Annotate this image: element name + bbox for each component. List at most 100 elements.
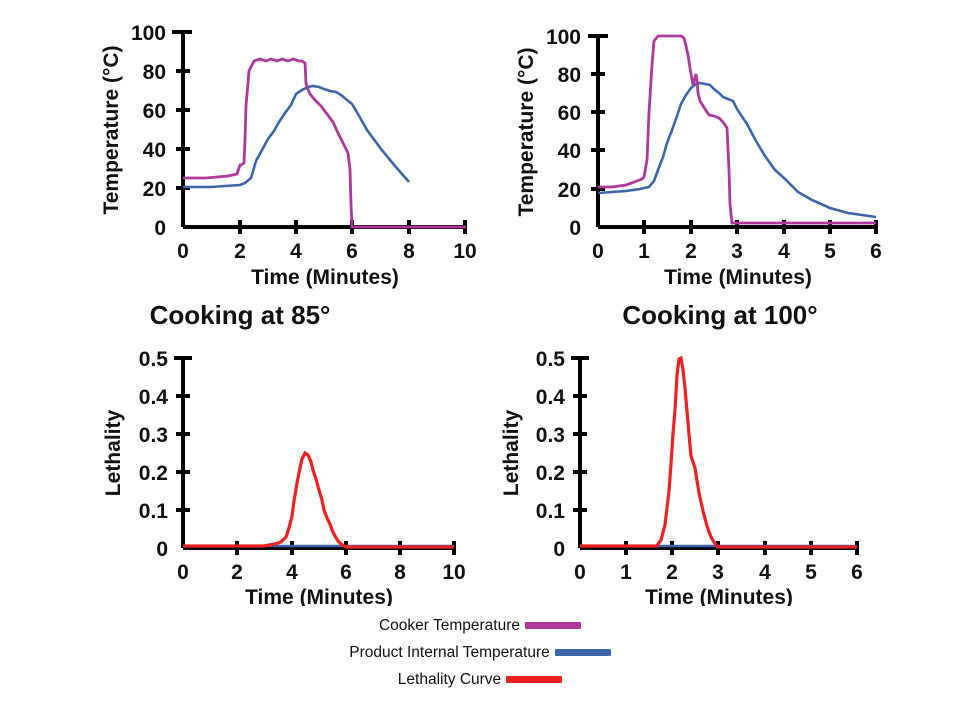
y-tick-labels: 0.5 0.4 0.3 0.2 0.1 0 — [536, 348, 566, 561]
series-lines-top-left — [183, 57, 466, 229]
svg-text:0: 0 — [177, 240, 189, 263]
series-lines-bottom-right — [580, 355, 857, 549]
svg-text:4: 4 — [778, 240, 790, 263]
x-axis-title: Time (Minutes) — [664, 266, 812, 289]
svg-text:0.5: 0.5 — [536, 348, 566, 371]
svg-text:6: 6 — [870, 240, 882, 263]
svg-text:40: 40 — [143, 139, 166, 162]
x-axis-title: Time (Minutes) — [245, 586, 393, 606]
svg-text:0.1: 0.1 — [139, 500, 169, 523]
series-lines-top-right — [597, 34, 877, 225]
panel-bottom-left-lethality: Cooking at 85° — [0, 296, 480, 606]
x-tick-labels: 0 2 4 6 8 10 — [177, 240, 477, 263]
y-ticks — [571, 356, 589, 512]
legend-item-lethality-curve: Lethality Curve — [0, 666, 960, 693]
svg-text:8: 8 — [403, 240, 415, 263]
svg-text:1: 1 — [638, 240, 650, 263]
legend-swatch-cooker-temperature — [525, 622, 581, 629]
svg-text:3: 3 — [731, 240, 743, 263]
y-ticks — [174, 356, 192, 512]
panel-top-right-temperature: 100 80 60 40 20 0 0 1 2 3 4 5 6 Time (Mi… — [480, 0, 960, 290]
svg-text:60: 60 — [558, 102, 581, 125]
svg-text:4: 4 — [290, 240, 302, 263]
svg-text:0.3: 0.3 — [139, 424, 168, 447]
legend-swatch-product-internal-temperature — [554, 649, 611, 656]
svg-text:0: 0 — [569, 217, 581, 240]
y-tick-labels: 100 80 60 40 20 0 — [546, 26, 581, 240]
svg-text:40: 40 — [558, 140, 581, 163]
svg-text:60: 60 — [143, 100, 166, 123]
x-axis-title: Time (Minutes) — [645, 586, 793, 606]
svg-text:8: 8 — [394, 561, 406, 584]
x-tick-labels: 0 1 2 3 4 5 6 — [574, 561, 863, 584]
svg-text:2: 2 — [231, 561, 243, 584]
svg-text:100: 100 — [546, 26, 581, 49]
legend-label-cooker-temperature: Cooker Temperature — [378, 616, 520, 634]
svg-text:0.3: 0.3 — [536, 424, 565, 447]
series-product-internal-temperature — [183, 84, 410, 189]
y-tick-labels: 100 80 60 40 20 0 — [131, 22, 166, 240]
svg-text:2: 2 — [666, 561, 678, 584]
x-tick-labels: 0 2 4 6 8 10 — [177, 561, 466, 584]
svg-text:4: 4 — [759, 561, 771, 584]
svg-text:0.4: 0.4 — [536, 386, 566, 409]
svg-text:4: 4 — [286, 561, 298, 584]
svg-text:80: 80 — [558, 64, 581, 87]
legend-label-product-internal-temperature: Product Internal Temperature — [349, 643, 550, 661]
y-axis-title: Temperature (°C) — [515, 47, 538, 216]
axes-top-right — [588, 34, 878, 234]
chart-top-left: 100 80 60 40 20 0 0 2 4 6 8 10 Time (Min… — [100, 22, 477, 289]
x-axis-title: Time (Minutes) — [251, 266, 399, 289]
svg-text:0.2: 0.2 — [139, 462, 168, 485]
svg-text:0.4: 0.4 — [139, 386, 169, 409]
svg-text:6: 6 — [340, 561, 352, 584]
svg-text:20: 20 — [558, 179, 581, 202]
svg-text:2: 2 — [685, 240, 697, 263]
svg-text:10: 10 — [453, 240, 476, 263]
legend-swatch-lethality-curve — [506, 676, 563, 683]
y-ticks — [588, 34, 608, 191]
series-lethality-curve — [183, 450, 454, 549]
svg-text:0.1: 0.1 — [536, 500, 566, 523]
svg-text:0: 0 — [154, 217, 166, 240]
axes-bottom-left — [174, 356, 456, 555]
svg-text:2: 2 — [234, 240, 246, 263]
svg-text:1: 1 — [620, 561, 632, 584]
chart-title-100: Cooking at 100° — [622, 300, 818, 330]
svg-text:5: 5 — [805, 561, 817, 584]
chart-top-right: 100 80 60 40 20 0 0 1 2 3 4 5 6 Time (Mi… — [515, 26, 882, 289]
x-tick-labels: 0 1 2 3 4 5 6 — [592, 240, 882, 263]
svg-text:0: 0 — [553, 538, 565, 561]
series-cooker-temperature — [183, 57, 466, 229]
axes-bottom-right — [571, 356, 859, 555]
svg-text:5: 5 — [824, 240, 836, 263]
series-lines-bottom-left — [183, 450, 454, 549]
y-axis-title: Lethality — [500, 410, 523, 497]
legend-item-product-internal-temperature: Product Internal Temperature — [0, 639, 960, 666]
chart-bottom-left: 0.5 0.4 0.3 0.2 0.1 0 0 2 4 6 8 10 Time … — [102, 348, 466, 606]
svg-text:20: 20 — [143, 178, 166, 201]
legend-item-cooker-temperature: Cooker Temperature — [0, 612, 960, 639]
figure-legend: Cooker Temperature Product Internal Temp… — [0, 612, 960, 693]
y-axis-title: Lethality — [102, 410, 125, 497]
svg-text:0.5: 0.5 — [139, 348, 169, 371]
y-axis-title: Temperature (°C) — [100, 45, 123, 214]
svg-text:80: 80 — [143, 61, 166, 84]
svg-text:0: 0 — [156, 538, 168, 561]
panel-top-left-temperature: 100 80 60 40 20 0 0 2 4 6 8 10 Time (Min… — [0, 0, 480, 290]
axes-top-left — [172, 30, 467, 234]
chart-bottom-right: 0.5 0.4 0.3 0.2 0.1 0 0 1 2 3 4 5 6 Time… — [500, 348, 863, 606]
series-lethality-curve — [580, 355, 857, 549]
svg-text:3: 3 — [712, 561, 724, 584]
svg-text:6: 6 — [346, 240, 358, 263]
svg-text:100: 100 — [131, 22, 166, 45]
svg-text:0: 0 — [177, 561, 189, 584]
legend-label-lethality-curve: Lethality Curve — [397, 670, 502, 688]
chart-title-85: Cooking at 85° — [149, 300, 331, 330]
svg-text:10: 10 — [442, 561, 465, 584]
y-tick-labels: 0.5 0.4 0.3 0.2 0.1 0 — [139, 348, 169, 561]
svg-text:6: 6 — [851, 561, 863, 584]
series-cooker-temperature — [598, 34, 876, 225]
panel-bottom-right-lethality: Cooking at 100° — [480, 296, 960, 606]
